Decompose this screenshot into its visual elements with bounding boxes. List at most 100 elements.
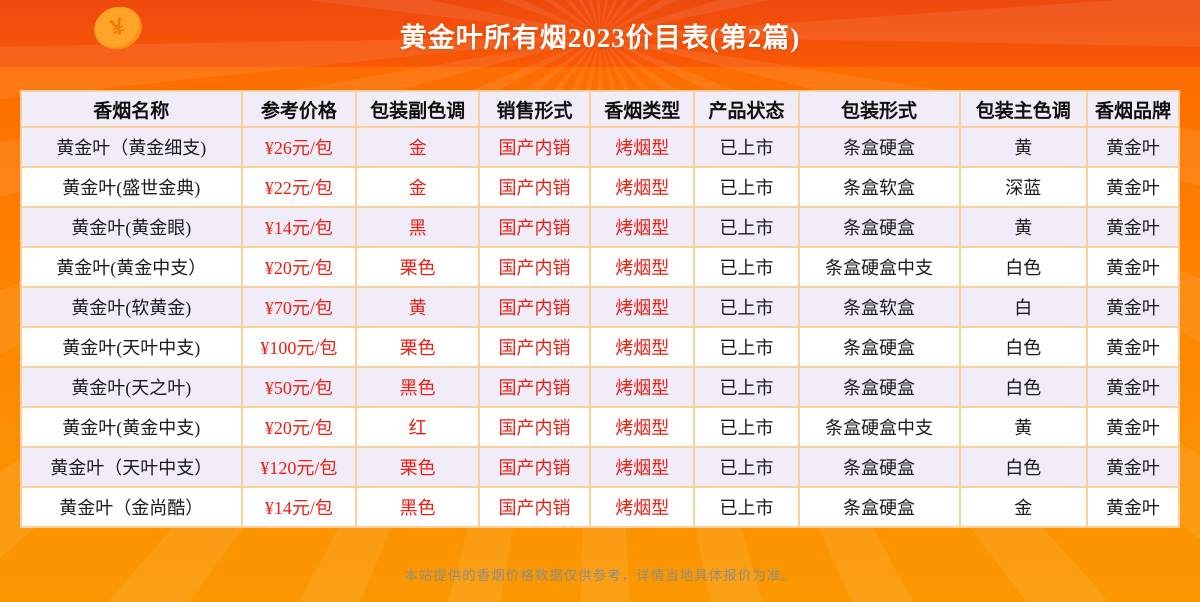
column-header-name: 香烟名称 bbox=[20, 90, 243, 128]
cell-sales_form: 国产内销 bbox=[477, 206, 592, 248]
column-header-price: 参考价格 bbox=[240, 90, 358, 128]
cell-type: 烤烟型 bbox=[589, 446, 696, 488]
cell-main_color: 黄 bbox=[958, 406, 1088, 448]
table-body: 黄金叶（黄金细支) ¥26元/包金国产内销 烤烟型 已上市 条盒硬盒黄黄金叶 黄金叶(盛世… bbox=[20, 126, 1181, 528]
cell-price: ¥120元/包 bbox=[240, 446, 358, 488]
cell-brand: 黄金叶 bbox=[1085, 326, 1181, 368]
cell-name: 黄金叶（金尚酷） bbox=[20, 486, 243, 528]
column-header-type: 香烟类型 bbox=[589, 90, 696, 128]
cell-name: 黄金叶(黄金眼) bbox=[20, 206, 243, 248]
cell-brand: 黄金叶 bbox=[1085, 286, 1181, 328]
cell-pack_form: 条盒硬盒 bbox=[797, 326, 961, 368]
cell-pack_form: 条盒硬盒中支 bbox=[797, 406, 961, 448]
cell-pack_form: 条盒硬盒 bbox=[797, 126, 961, 168]
table-row: 黄金叶（天叶中支） ¥120元/包 栗色 国产内销 烤烟型 已上市 条盒硬盒 白色 黄金叶 bbox=[20, 446, 1181, 488]
cell-sub_color: 黑色 bbox=[355, 486, 480, 528]
cell-name: 黄金叶(盛世金典) bbox=[20, 166, 243, 208]
cell-brand: 黄金叶 bbox=[1085, 126, 1181, 168]
cell-sub_color: 栗色 bbox=[355, 326, 480, 368]
price-table: 香烟名称 参考价格 包装副色调 销售形式 香烟类型 产品状态 包装形式 包装主色调 香烟品牌 黄… bbox=[20, 90, 1181, 528]
cell-type: 烤烟型 bbox=[589, 246, 696, 288]
cell-sales_form: 国产内销 bbox=[477, 406, 592, 448]
cell-sub_color: 黑色 bbox=[355, 366, 480, 408]
cell-type: 烤烟型 bbox=[589, 406, 696, 448]
column-header-sales_form: 销售形式 bbox=[477, 90, 592, 128]
cell-sub_color: 金 bbox=[355, 166, 480, 208]
cell-name: 黄金叶(黄金中支) bbox=[20, 406, 243, 448]
column-header-main_color: 包装主色调 bbox=[958, 90, 1088, 128]
cell-brand: 黄金叶 bbox=[1085, 446, 1181, 488]
cell-type: 烤烟型 bbox=[589, 366, 696, 408]
cell-sales_form: 国产内销 bbox=[477, 126, 592, 168]
cell-status: 已上市 bbox=[693, 366, 800, 408]
column-header-status: 产品状态 bbox=[693, 90, 800, 128]
cell-sub_color: 栗色 bbox=[355, 246, 480, 288]
cell-sales_form: 国产内销 bbox=[477, 286, 592, 328]
cell-price: ¥14元/包 bbox=[240, 486, 358, 528]
table-row: 黄金叶(软黄金) ¥70元/包黄国产内销 烤烟型 已上市 条盒软盒白黄金叶 bbox=[20, 286, 1181, 328]
cell-pack_form: 条盒硬盒中支 bbox=[797, 246, 961, 288]
cell-pack_form: 条盒硬盒 bbox=[797, 366, 961, 408]
cell-sales_form: 国产内销 bbox=[477, 166, 592, 208]
cell-name: 黄金叶(天叶中支) bbox=[20, 326, 243, 368]
page-title: 黄金叶所有烟2023价目表(第2篇) bbox=[399, 23, 801, 53]
cell-price: ¥20元/包 bbox=[240, 406, 358, 448]
cell-main_color: 黄 bbox=[958, 206, 1088, 248]
cell-price: ¥20元/包 bbox=[240, 246, 358, 288]
cell-status: 已上市 bbox=[693, 446, 800, 488]
cell-type: 烤烟型 bbox=[589, 286, 696, 328]
cell-status: 已上市 bbox=[693, 206, 800, 248]
cell-main_color: 白色 bbox=[958, 366, 1088, 408]
footer-disclaimer: 本站提供的香烟价格数据仅供参考，详情当地具体报价为准。 bbox=[404, 568, 796, 583]
table-row: 黄金叶（黄金细支) ¥26元/包金国产内销 烤烟型 已上市 条盒硬盒黄黄金叶 bbox=[20, 126, 1181, 168]
cell-price: ¥26元/包 bbox=[240, 126, 358, 168]
cell-pack_form: 条盒硬盒 bbox=[797, 206, 961, 248]
cell-name: 黄金叶(黄金中支） bbox=[20, 246, 243, 288]
column-header-brand: 香烟品牌 bbox=[1085, 90, 1181, 128]
cell-brand: 黄金叶 bbox=[1085, 406, 1181, 448]
cell-main_color: 白色 bbox=[958, 446, 1088, 488]
cell-name: 黄金叶（黄金细支) bbox=[20, 126, 243, 168]
cell-brand: 黄金叶 bbox=[1085, 366, 1181, 408]
cell-type: 烤烟型 bbox=[589, 126, 696, 168]
cell-sub_color: 黄 bbox=[355, 286, 480, 328]
cell-brand: 黄金叶 bbox=[1085, 486, 1181, 528]
cell-status: 已上市 bbox=[693, 286, 800, 328]
cell-name: 黄金叶(天之叶) bbox=[20, 366, 243, 408]
cell-sales_form: 国产内销 bbox=[477, 486, 592, 528]
cell-type: 烤烟型 bbox=[589, 326, 696, 368]
table-row: 黄金叶(天之叶) ¥50元/包 黑色 国产内销 烤烟型 已上市 条盒硬盒 白色 黄金叶 bbox=[20, 366, 1181, 408]
cell-main_color: 金 bbox=[958, 486, 1088, 528]
cell-main_color: 深蓝 bbox=[958, 166, 1088, 208]
cell-brand: 黄金叶 bbox=[1085, 246, 1181, 288]
cell-price: ¥22元/包 bbox=[240, 166, 358, 208]
cell-type: 烤烟型 bbox=[589, 206, 696, 248]
cell-sub_color: 金 bbox=[355, 126, 480, 168]
cell-main_color: 白 bbox=[958, 286, 1088, 328]
cell-brand: 黄金叶 bbox=[1085, 166, 1181, 208]
table-row: 黄金叶(黄金眼) ¥14元/包黑国产内销 烤烟型 已上市 条盒硬盒黄黄金叶 bbox=[20, 206, 1181, 248]
cell-price: ¥70元/包 bbox=[240, 286, 358, 328]
cell-price: ¥100元/包 bbox=[240, 326, 358, 368]
table-row: 黄金叶(黄金中支) ¥20元/包红国产内销 烤烟型 已上市 条盒硬盒中支黄黄金叶 bbox=[20, 406, 1181, 448]
cell-sub_color: 红 bbox=[355, 406, 480, 448]
cell-sub_color: 黑 bbox=[355, 206, 480, 248]
cell-status: 已上市 bbox=[693, 246, 800, 288]
cell-type: 烤烟型 bbox=[589, 166, 696, 208]
cell-sales_form: 国产内销 bbox=[477, 246, 592, 288]
table-row: 黄金叶(天叶中支) ¥100元/包 栗色 国产内销 烤烟型 已上市 条盒硬盒 白色 黄金叶 bbox=[20, 326, 1181, 368]
cell-price: ¥50元/包 bbox=[240, 366, 358, 408]
cell-sales_form: 国产内销 bbox=[477, 446, 592, 488]
cell-pack_form: 条盒软盒 bbox=[797, 286, 961, 328]
cell-main_color: 白色 bbox=[958, 246, 1088, 288]
table-header-row: 香烟名称 参考价格 包装副色调 销售形式 香烟类型 产品状态 包装形式 包装主色调 香烟品牌 bbox=[20, 90, 1181, 128]
cell-sub_color: 栗色 bbox=[355, 446, 480, 488]
cell-status: 已上市 bbox=[693, 406, 800, 448]
table-row: 黄金叶(黄金中支） ¥20元/包 栗色 国产内销 烤烟型 已上市 条盒硬盒中支 白色 黄金叶 bbox=[20, 246, 1181, 288]
cell-main_color: 白色 bbox=[958, 326, 1088, 368]
cell-pack_form: 条盒硬盒 bbox=[797, 446, 961, 488]
table-row: 黄金叶(盛世金典) ¥22元/包金国产内销 烤烟型 已上市 条盒软盒 深蓝 黄金叶 bbox=[20, 166, 1181, 208]
cell-status: 已上市 bbox=[693, 326, 800, 368]
cell-price: ¥14元/包 bbox=[240, 206, 358, 248]
